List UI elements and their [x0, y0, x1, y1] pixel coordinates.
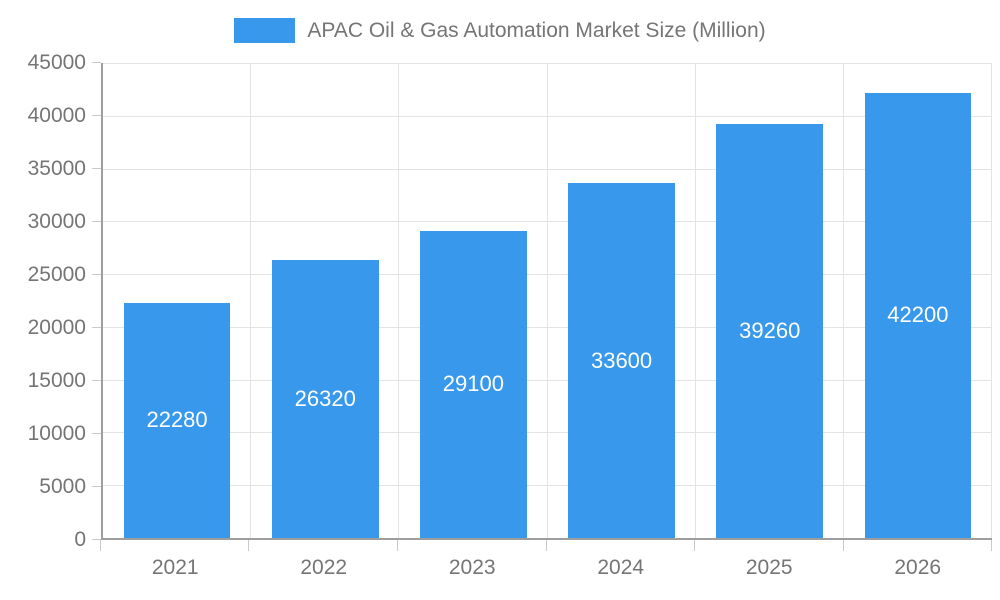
gridline-vertical [546, 63, 548, 538]
y-axis-tick-mark [92, 379, 101, 381]
bar-value-label: 42200 [887, 302, 949, 328]
bar-2023[interactable]: 29100 [420, 230, 527, 538]
bar-value-label: 22280 [146, 407, 208, 433]
x-axis-labels: 2021 2022 2023 2024 2025 2026 [101, 553, 992, 583]
y-axis-tick-label: 40000 [27, 104, 86, 127]
y-axis-tick-label: 15000 [27, 368, 86, 392]
bar-2022[interactable]: 26320 [271, 260, 379, 538]
gridline-vertical [694, 63, 696, 538]
y-axis-tick-label: 10000 [27, 422, 86, 445]
y-axis-tick-mark [92, 433, 101, 434]
gridline-vertical [398, 63, 400, 538]
x-axis-tick-label: 2025 [745, 556, 793, 579]
x-axis-tick-mark [991, 540, 992, 551]
gridline-horizontal [103, 221, 992, 223]
bar-2025[interactable]: 39260 [716, 123, 824, 538]
gridline-vertical [991, 63, 992, 538]
chart-legend[interactable]: APAC Oil & Gas Automation Market Size (M… [0, 18, 1000, 43]
gridline-horizontal [103, 274, 992, 276]
gridline-horizontal [103, 168, 992, 170]
gridline-vertical [250, 63, 252, 538]
bar-2024[interactable]: 33600 [568, 183, 675, 538]
x-axis-ticks [100, 540, 992, 551]
plot-area: 22280 26320 29100 33600 39260 42200 [101, 63, 992, 540]
y-axis-tick-mark [92, 327, 101, 328]
bar-2021[interactable]: 22280 [123, 302, 231, 538]
gridline-vertical [842, 63, 844, 538]
x-axis-tick-mark [545, 540, 547, 551]
x-axis-tick-label: 2022 [300, 556, 348, 579]
gridline-horizontal [103, 326, 992, 328]
y-axis-tick-label: 0 [74, 528, 86, 551]
bar-value-label: 26320 [294, 386, 356, 412]
x-axis-tick-mark [693, 540, 695, 551]
gridline-horizontal [103, 63, 992, 64]
bar-value-label: 29100 [442, 371, 504, 397]
y-axis-tick-mark [92, 167, 101, 169]
y-axis-tick-label: 30000 [27, 209, 86, 233]
x-axis-tick-label: 2026 [894, 556, 942, 579]
x-axis-tick-mark [248, 540, 250, 551]
gridline-horizontal [103, 379, 992, 381]
x-axis-tick-label: 2023 [448, 556, 496, 579]
x-axis-tick-label: 2024 [597, 556, 645, 579]
gridline-horizontal [103, 432, 992, 434]
y-axis-tick-mark [92, 114, 101, 116]
bar-2026[interactable]: 42200 [864, 92, 972, 538]
x-axis-tick-mark [396, 540, 398, 551]
bar-value-label: 33600 [590, 347, 653, 373]
x-axis-tick-label: 2021 [151, 556, 199, 579]
y-axis-tick-mark [92, 273, 101, 275]
y-axis-tick-mark [92, 539, 101, 540]
y-axis-tick-label: 5000 [39, 475, 86, 498]
y-axis-tick-mark [92, 485, 101, 487]
y-axis-tick-label: 20000 [27, 316, 86, 339]
legend-label: APAC Oil & Gas Automation Market Size (M… [307, 18, 766, 42]
y-axis-tick-label: 45000 [27, 51, 86, 74]
y-axis-tick-label: 35000 [27, 157, 86, 180]
y-axis-labels: 0 5000 10000 15000 20000 25000 30000 35000 40000… [0, 51, 86, 551]
y-axis-ticks [92, 62, 101, 540]
gridline-horizontal [103, 485, 992, 487]
bar-value-label: 39260 [739, 317, 801, 343]
y-axis-tick-mark [92, 220, 101, 222]
x-axis-tick-mark [842, 540, 844, 551]
x-axis-tick-mark [100, 540, 101, 551]
y-axis-tick-mark [92, 62, 101, 63]
gridline-horizontal [103, 115, 992, 117]
legend-swatch-icon [234, 18, 296, 43]
y-axis-tick-label: 25000 [27, 263, 86, 286]
